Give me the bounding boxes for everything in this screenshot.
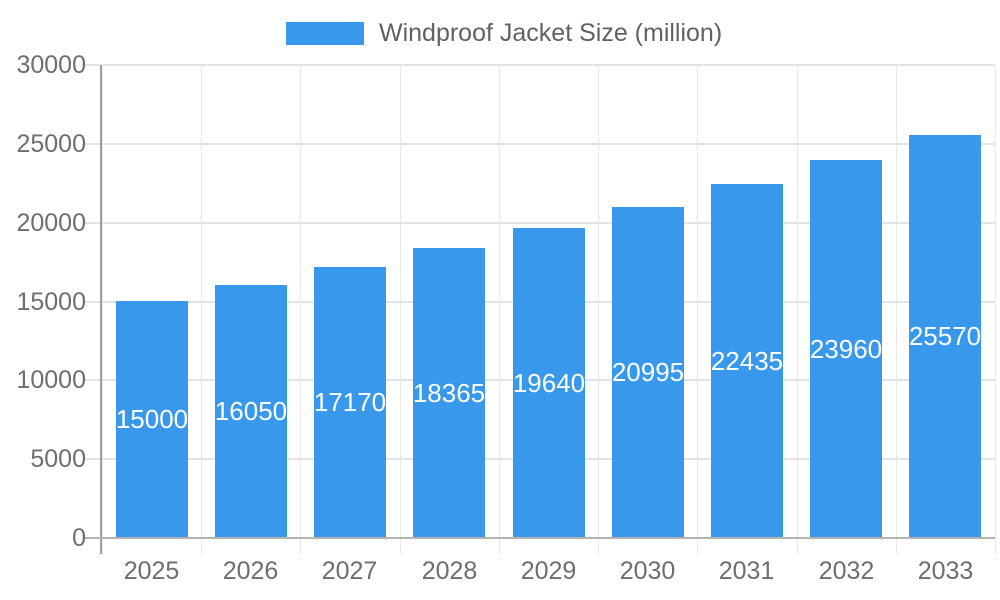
y-axis-line	[100, 65, 102, 554]
bar-2031: 22435	[711, 184, 783, 538]
y-tick-label: 0	[72, 524, 86, 552]
y-tick-label: 10000	[16, 366, 86, 395]
legend-label[interactable]: Windproof Jacket Size (million)	[379, 19, 723, 47]
bar-value-label: 15000	[115, 404, 189, 434]
bar-2032: 23960	[810, 160, 882, 538]
y-tick-label: 30000	[16, 51, 86, 79]
h-gridline	[84, 142, 995, 145]
x-tick-label-2028: 2028	[421, 557, 478, 585]
x-tick-label-2033: 2033	[917, 557, 974, 585]
bar-2030: 20995	[612, 207, 684, 538]
v-gridline	[102, 65, 103, 554]
x-tick-label-2027: 2027	[321, 557, 378, 585]
legend-item[interactable]: Windproof Jacket Size (million)	[286, 19, 722, 48]
v-gridline	[300, 65, 301, 554]
bar-2027: 17170	[314, 267, 386, 538]
h-gridline	[84, 221, 995, 224]
x-tick-label-2032: 2032	[818, 557, 875, 585]
plot-area: 15000 16050 17170 18365 19640 20995 22435 23960…	[84, 64, 996, 554]
bar-value-label: 19640	[512, 367, 586, 398]
v-gridline	[598, 65, 599, 554]
bar-2025: 15000	[116, 301, 188, 538]
bar-value-label: 17170	[313, 387, 387, 417]
x-tick-label-2026: 2026	[222, 557, 279, 585]
v-gridline	[201, 65, 202, 554]
bar-value-label: 18365	[412, 377, 486, 408]
v-gridline	[499, 65, 500, 554]
y-tick-label: 15000	[16, 287, 86, 316]
legend-swatch-icon[interactable]	[286, 22, 364, 45]
bar-value-label: 23960	[809, 333, 883, 364]
x-tick-label-2029: 2029	[520, 557, 577, 585]
bar-value-label: 22435	[710, 345, 784, 376]
y-tick-label: 25000	[16, 129, 86, 158]
v-gridline	[995, 65, 996, 554]
y-tick-label: 20000	[16, 208, 86, 237]
bar-2028: 18365	[413, 248, 485, 538]
v-gridline	[400, 65, 401, 554]
bar-2029: 19640	[513, 228, 585, 538]
x-axis-line	[84, 537, 995, 539]
bar-value-label: 25570	[908, 321, 982, 351]
v-gridline	[896, 65, 897, 554]
y-tick-label: 5000	[30, 445, 86, 474]
h-gridline	[84, 64, 995, 66]
bar-value-label: 16050	[214, 396, 288, 426]
v-gridline	[697, 65, 698, 554]
x-tick-label-2031: 2031	[718, 557, 775, 585]
x-tick-label-2025: 2025	[123, 557, 180, 585]
x-tick-label-2030: 2030	[619, 557, 676, 585]
bar-2026: 16050	[215, 285, 287, 538]
bar-2033: 25570	[909, 135, 981, 538]
bar-value-label: 20995	[611, 357, 685, 387]
v-gridline	[797, 65, 798, 554]
